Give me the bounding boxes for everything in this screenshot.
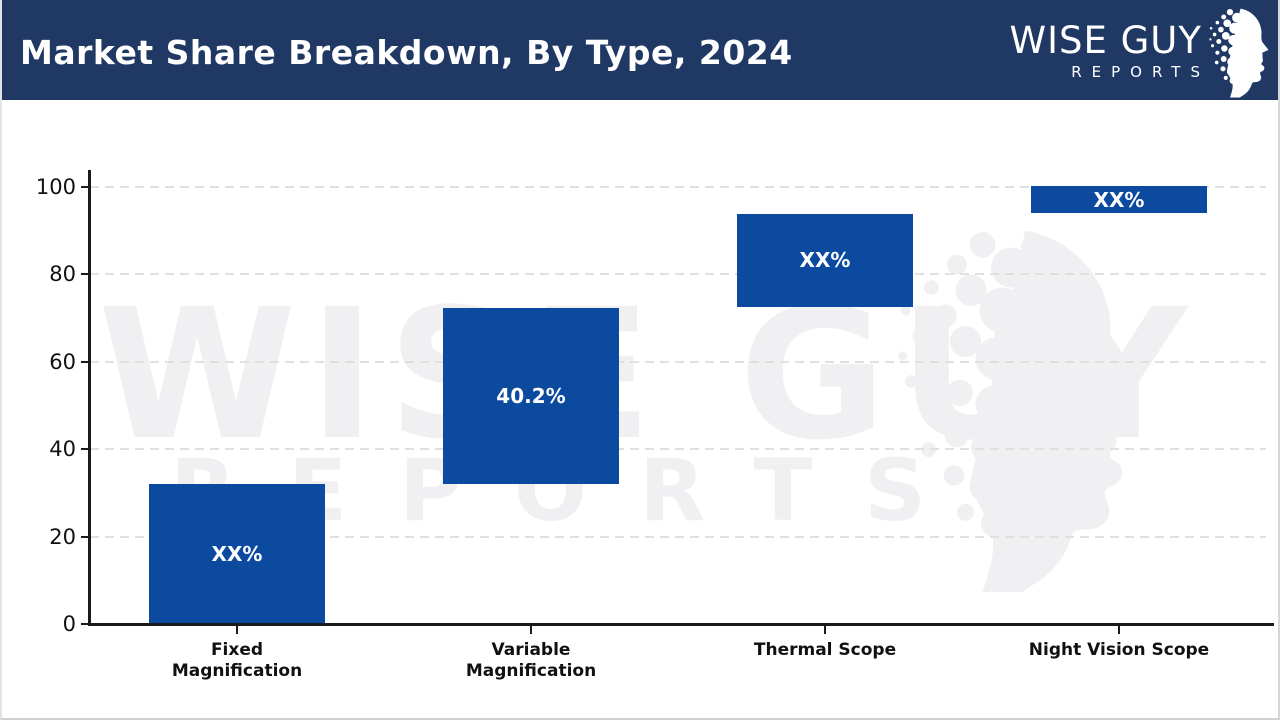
- gridline: [90, 448, 1266, 451]
- y-tick-mark: [81, 535, 89, 538]
- bar-value-label: XX%: [1093, 187, 1145, 212]
- gridline: [90, 360, 1266, 363]
- y-tick-label: 20: [49, 524, 76, 549]
- brand-name: WISE GUY: [1009, 19, 1202, 62]
- y-tick-label: 0: [62, 612, 76, 636]
- brand-text: WISE GUY REPORTS: [1010, 22, 1202, 81]
- gridline: [90, 535, 1266, 538]
- y-axis-line: [88, 170, 91, 626]
- gridline: [90, 273, 1266, 276]
- bar-night-vision-scope: XX%: [1031, 186, 1207, 214]
- gridline: [90, 186, 1266, 188]
- x-tick-mark: [530, 626, 532, 634]
- y-tick-mark: [81, 623, 89, 625]
- bar-value-label: XX%: [799, 248, 851, 273]
- y-tick-label: 60: [49, 349, 76, 374]
- bar-value-label: 40.2%: [496, 383, 566, 408]
- bar-variable-magnification: 40.2%: [443, 308, 619, 484]
- x-axis-line: [88, 623, 1274, 626]
- y-tick-label: 80: [49, 262, 76, 287]
- x-tick-label: Variable Magnification: [465, 640, 597, 681]
- y-tick-mark: [81, 273, 89, 276]
- bar-value-label: XX%: [211, 542, 263, 567]
- y-tick-mark: [81, 360, 89, 363]
- plot-area: XX% 40.2% XX% XX%: [90, 170, 1266, 624]
- x-tick-label: Fixed Magnification: [171, 640, 303, 681]
- brand-logo: WISE GUY REPORTS: [984, 4, 1274, 98]
- y-tick-label: 100: [35, 175, 76, 199]
- y-tick-mark: [81, 448, 89, 451]
- x-tick-mark: [1118, 626, 1120, 634]
- x-tick-label: Thermal Scope: [753, 640, 897, 660]
- wiseguy-head-icon: [1202, 6, 1272, 98]
- y-tick-mark: [81, 186, 89, 188]
- page-title: Market Share Breakdown, By Type, 2024: [20, 33, 793, 72]
- brand-subtitle: REPORTS: [1071, 63, 1210, 81]
- chart-area: WISE GUY REPORTS XX% 40.2% XX% XX% 0 20 40 60 8…: [2, 100, 1278, 718]
- x-tick-mark: [824, 626, 826, 634]
- header-bar: Market Share Breakdown, By Type, 2024 WI…: [2, 0, 1278, 100]
- y-tick-label: 40: [49, 437, 76, 462]
- x-tick-label: Night Vision Scope: [1028, 640, 1210, 660]
- x-tick-mark: [236, 626, 238, 634]
- bar-fixed-magnification: XX%: [149, 484, 325, 624]
- bar-thermal-scope: XX%: [737, 213, 913, 308]
